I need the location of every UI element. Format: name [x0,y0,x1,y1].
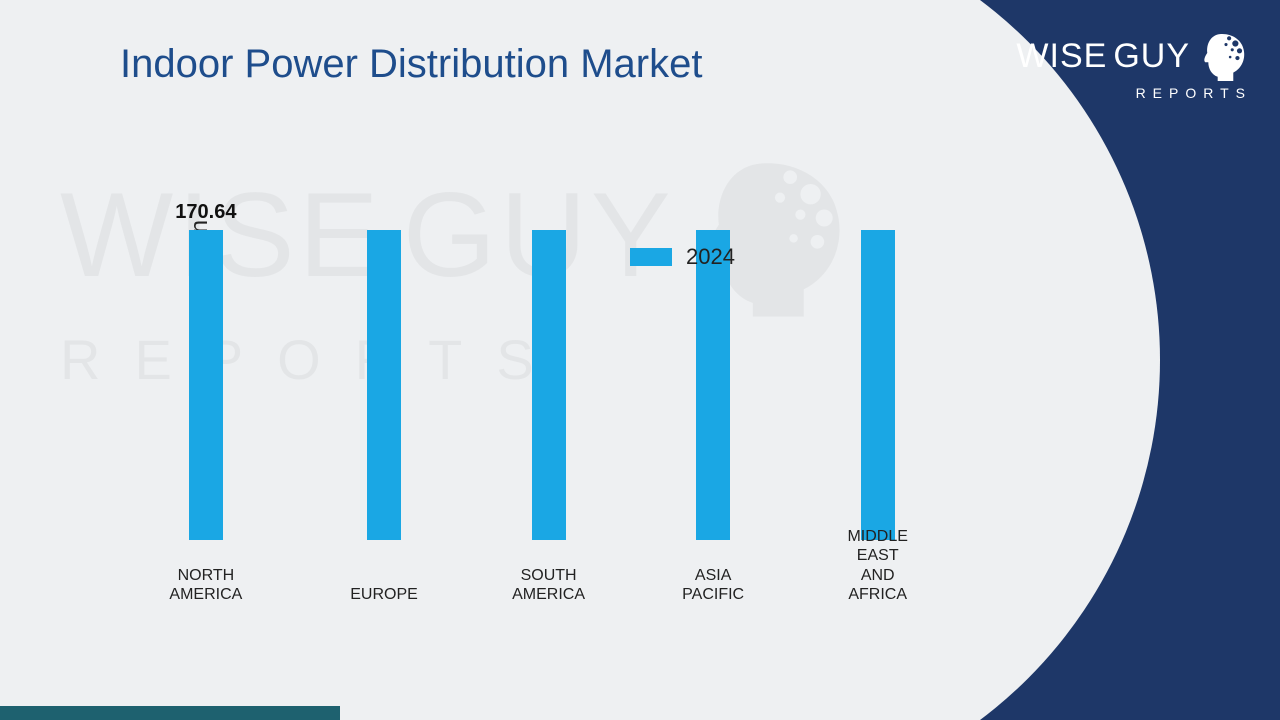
bar-x-label: EUROPE [314,585,454,604]
bar-column: ASIAPACIFIC [696,230,730,540]
legend: 2024 [630,244,735,270]
bar [532,230,566,540]
bar-column: 170.64NORTHAMERICA [175,201,236,540]
plot-area: 170.64NORTHAMERICA EUROPE SOUTHAMERICA ASIA… [110,140,960,580]
bar [861,230,895,540]
bar-x-label: ASIAPACIFIC [643,566,783,604]
bar-x-label: MIDDLEEASTANDAFRICA [808,527,948,604]
bar-column: SOUTHAMERICA [532,230,566,540]
bottom-accent-bar [0,706,340,720]
bar-x-label: SOUTHAMERICA [479,566,619,604]
legend-swatch [630,248,672,266]
bar-chart: Market Size in USD Billion 170.64NORTHAM… [100,140,960,580]
logo-text-wise: WISE [1016,39,1107,73]
bar-value-label: 170.64 [175,201,236,224]
bar [367,230,401,540]
brand-logo: WISE GUY REPORTS [1016,30,1252,100]
brain-head-icon [1200,30,1252,82]
page-title: Indoor Power Distribution Market [120,42,702,87]
bars-container: 170.64NORTHAMERICA EUROPE SOUTHAMERICA ASIA… [110,140,960,540]
bar [189,230,223,540]
bar-column: MIDDLEEASTANDAFRICA [861,230,895,540]
bar [696,230,730,540]
bar-x-label: NORTHAMERICA [136,566,276,604]
right-panel [964,0,1280,720]
legend-label: 2024 [686,244,735,270]
bar-column: EUROPE [367,230,401,540]
logo-text-guy: GUY [1113,39,1190,73]
logo-text-reports: REPORTS [1016,86,1252,100]
